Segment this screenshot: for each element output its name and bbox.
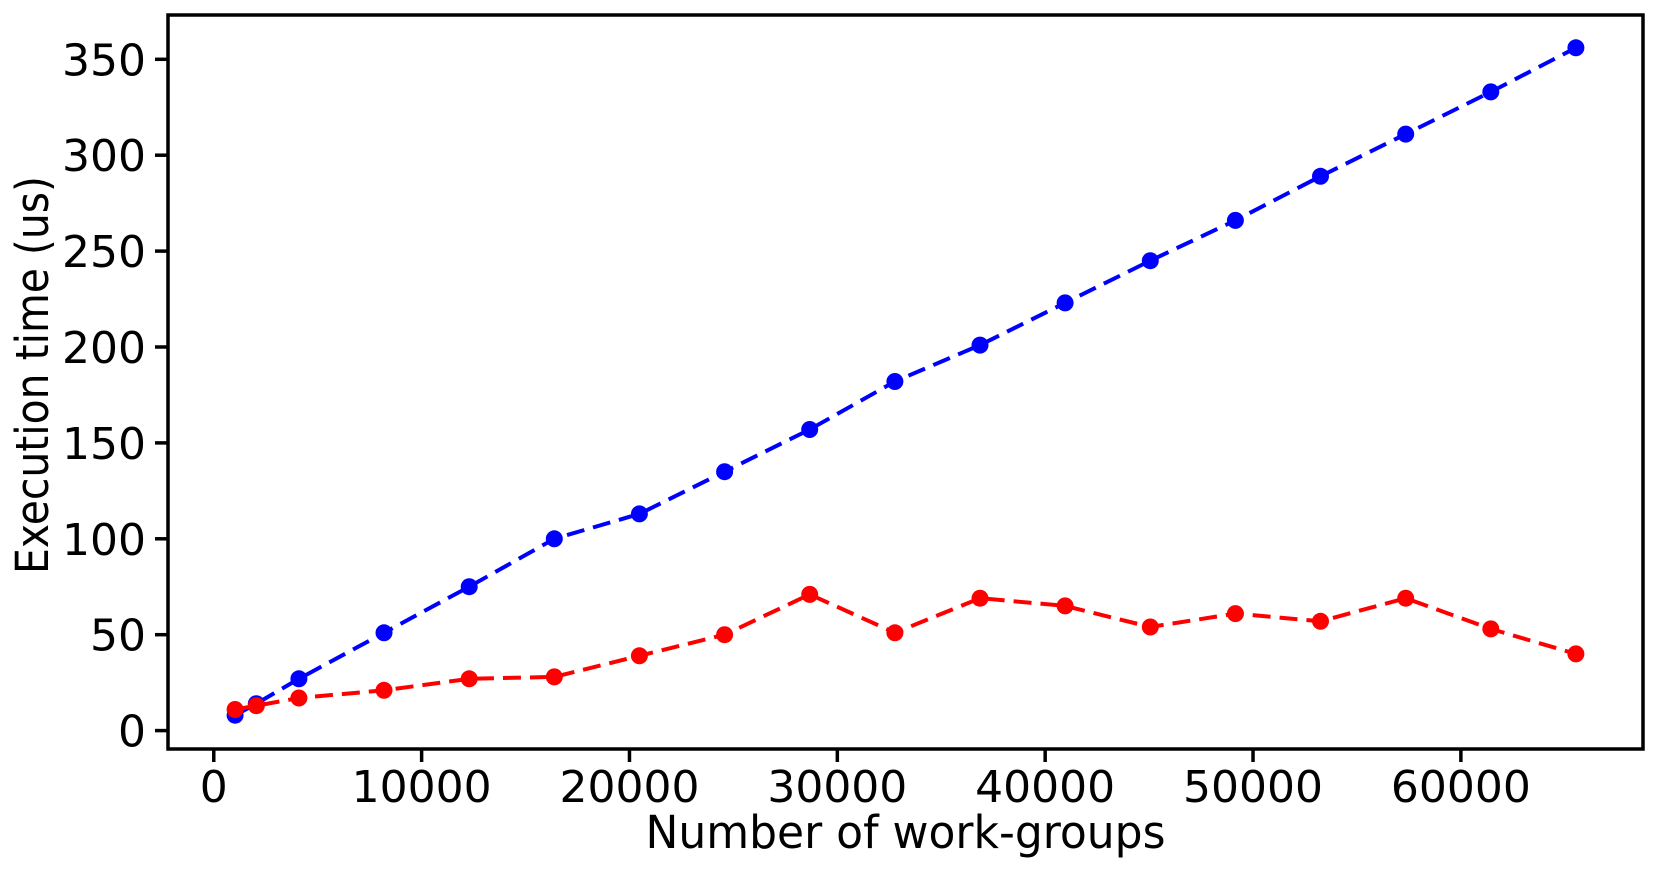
blue-series-marker <box>545 530 563 548</box>
red-series-marker <box>226 701 244 718</box>
x-tick-label: 10000 <box>352 762 492 813</box>
red-series-marker <box>460 670 478 688</box>
blue-series-marker <box>716 463 734 481</box>
x-tick-label: 30000 <box>767 762 907 813</box>
red-series-marker <box>375 681 393 699</box>
blue-series-marker <box>375 624 393 642</box>
red-series-marker <box>886 624 904 642</box>
red-series-marker <box>545 668 563 686</box>
red-series-line <box>234 592 1577 712</box>
blue-series-marker <box>630 505 648 523</box>
blue-series-marker <box>1482 83 1500 101</box>
x-tick-label: 40000 <box>975 762 1115 813</box>
blue-series-marker <box>1056 294 1074 312</box>
plot-border <box>166 13 1645 751</box>
y-tick-label: 50 <box>90 611 146 662</box>
red-series-marker <box>1312 612 1329 630</box>
y-tick-label: 150 <box>62 419 146 470</box>
y-tick-label: 350 <box>62 35 146 86</box>
blue-series-marker <box>1141 252 1159 270</box>
red-series-marker <box>1056 597 1074 615</box>
x-axis-label: Number of work-groups <box>646 806 1166 859</box>
red-series-marker <box>1397 589 1415 607</box>
red-series-marker <box>716 626 734 644</box>
blue-series-marker <box>1567 39 1585 57</box>
blue-series-marker <box>460 578 478 596</box>
y-axis-label: Execution time (us) <box>6 176 59 574</box>
red-series-marker <box>247 697 265 715</box>
blue-series-marker <box>886 373 904 390</box>
y-tick-label: 300 <box>62 131 146 182</box>
blue-series-marker <box>1226 211 1244 229</box>
blue-series-marker <box>971 336 989 354</box>
blue-series-line <box>234 46 1577 717</box>
red-series-marker <box>971 589 989 607</box>
x-tick-label: 50000 <box>1183 762 1323 813</box>
x-tick-label: 60000 <box>1391 762 1531 813</box>
red-series-marker <box>1482 620 1500 638</box>
red-series-marker <box>1226 605 1244 623</box>
red-series-marker <box>290 689 308 707</box>
x-tick-label: 20000 <box>559 762 699 813</box>
blue-series-marker <box>1312 167 1329 185</box>
y-tick-label: 100 <box>62 515 146 566</box>
blue-series-marker <box>801 421 819 438</box>
blue-series-marker <box>290 670 308 688</box>
red-series-marker <box>630 647 648 665</box>
red-series-marker <box>1141 618 1159 636</box>
y-tick-label: 250 <box>62 227 146 278</box>
blue-series-marker <box>1397 125 1415 143</box>
x-tick-label: 0 <box>200 762 228 813</box>
y-tick-label: 200 <box>62 323 146 374</box>
y-tick-label: 0 <box>118 707 146 758</box>
red-series-marker <box>1567 645 1585 663</box>
red-series-marker <box>801 585 819 603</box>
